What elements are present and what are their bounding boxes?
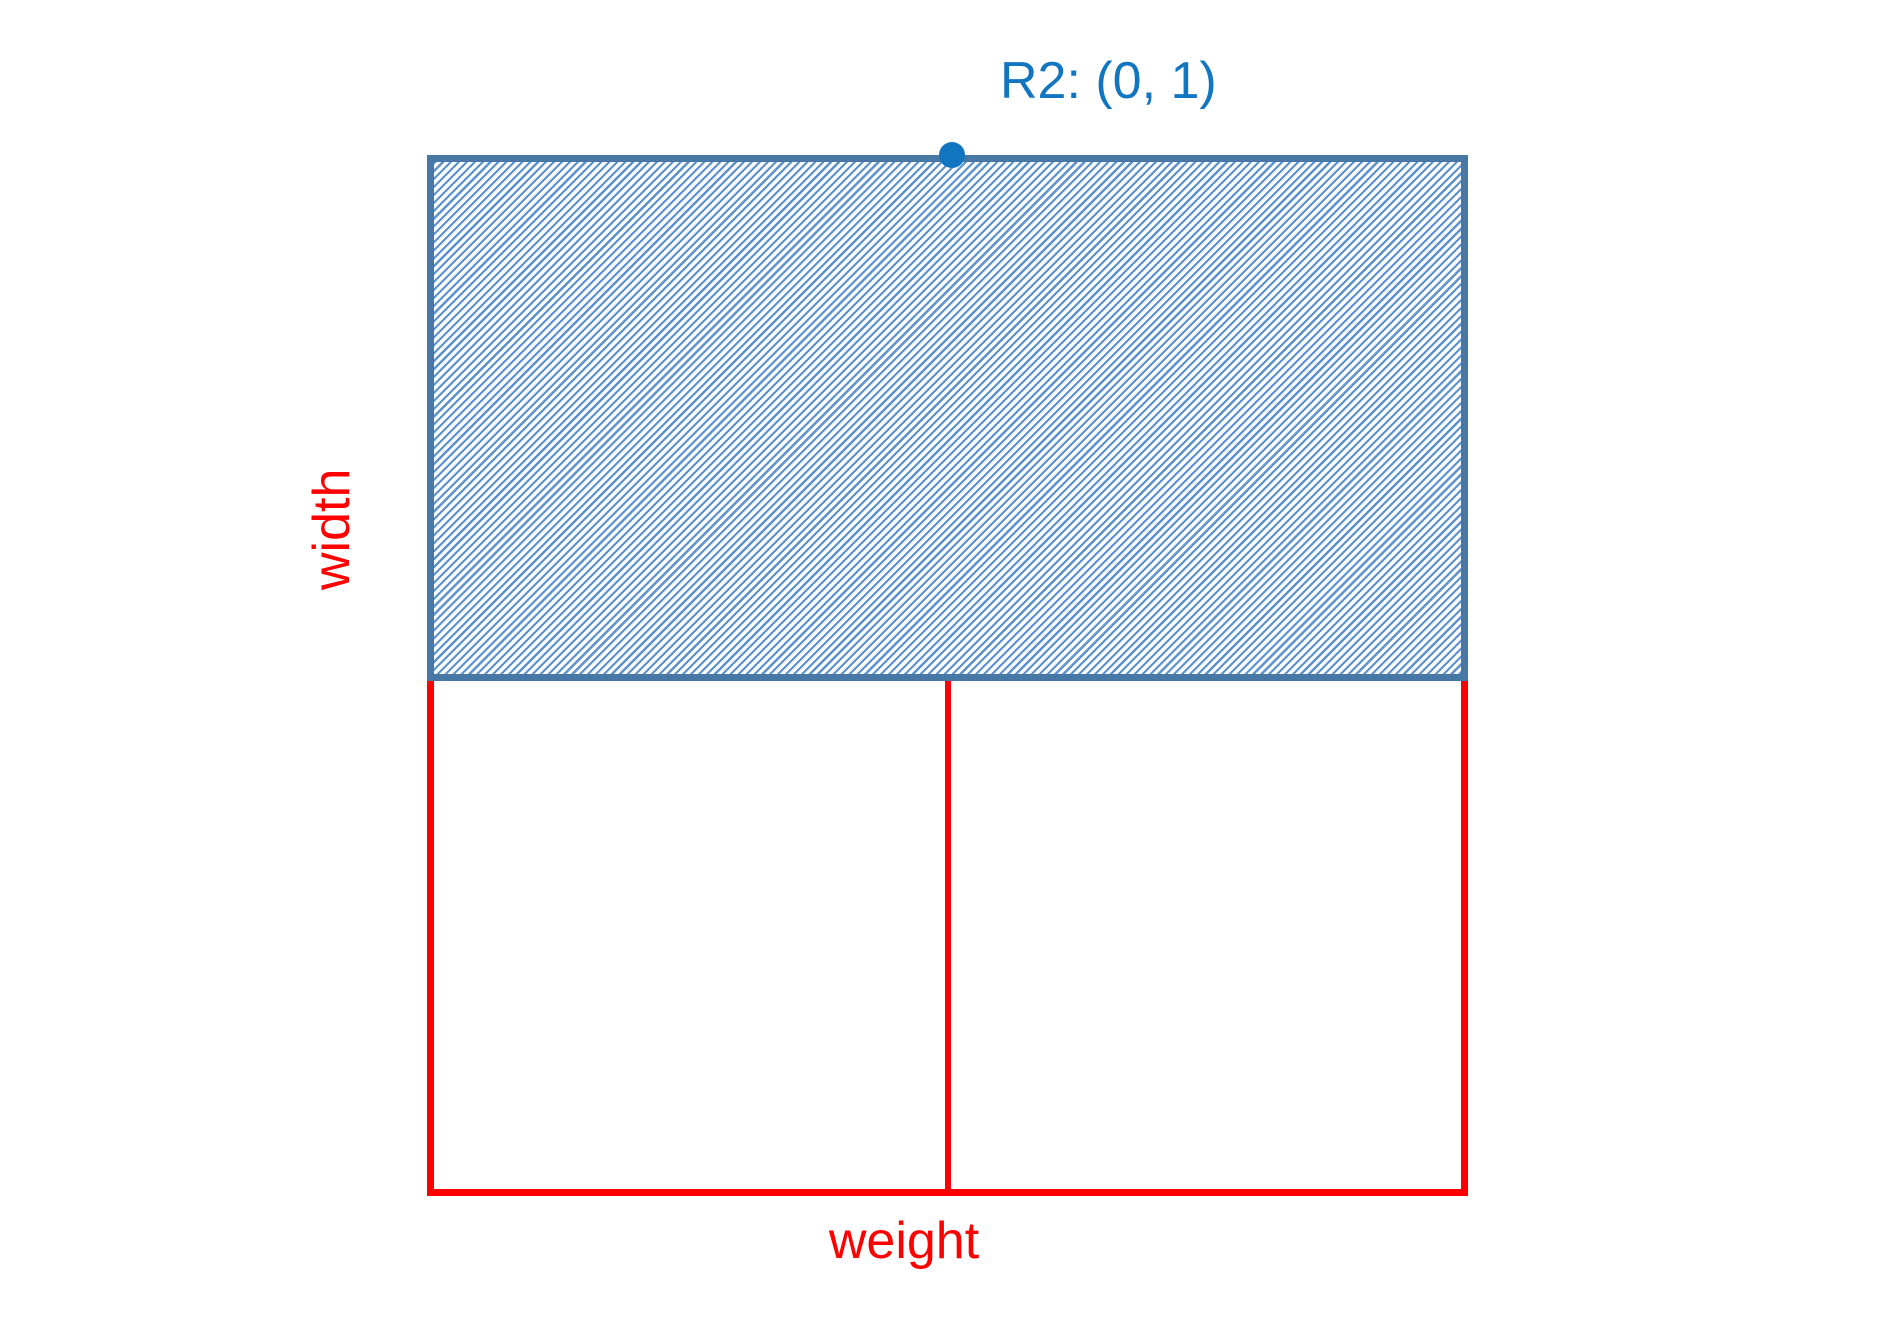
y-axis-label: width (303, 468, 361, 590)
vertical-split-line (945, 680, 951, 1196)
x-axis-label: weight (0, 1215, 1900, 1267)
x-axis-label-text: weight (828, 1212, 980, 1270)
split-point-marker (939, 142, 965, 168)
region-r2-label: R2: (0, 1) (1000, 52, 1217, 110)
region-r2-shaded (427, 155, 1468, 681)
